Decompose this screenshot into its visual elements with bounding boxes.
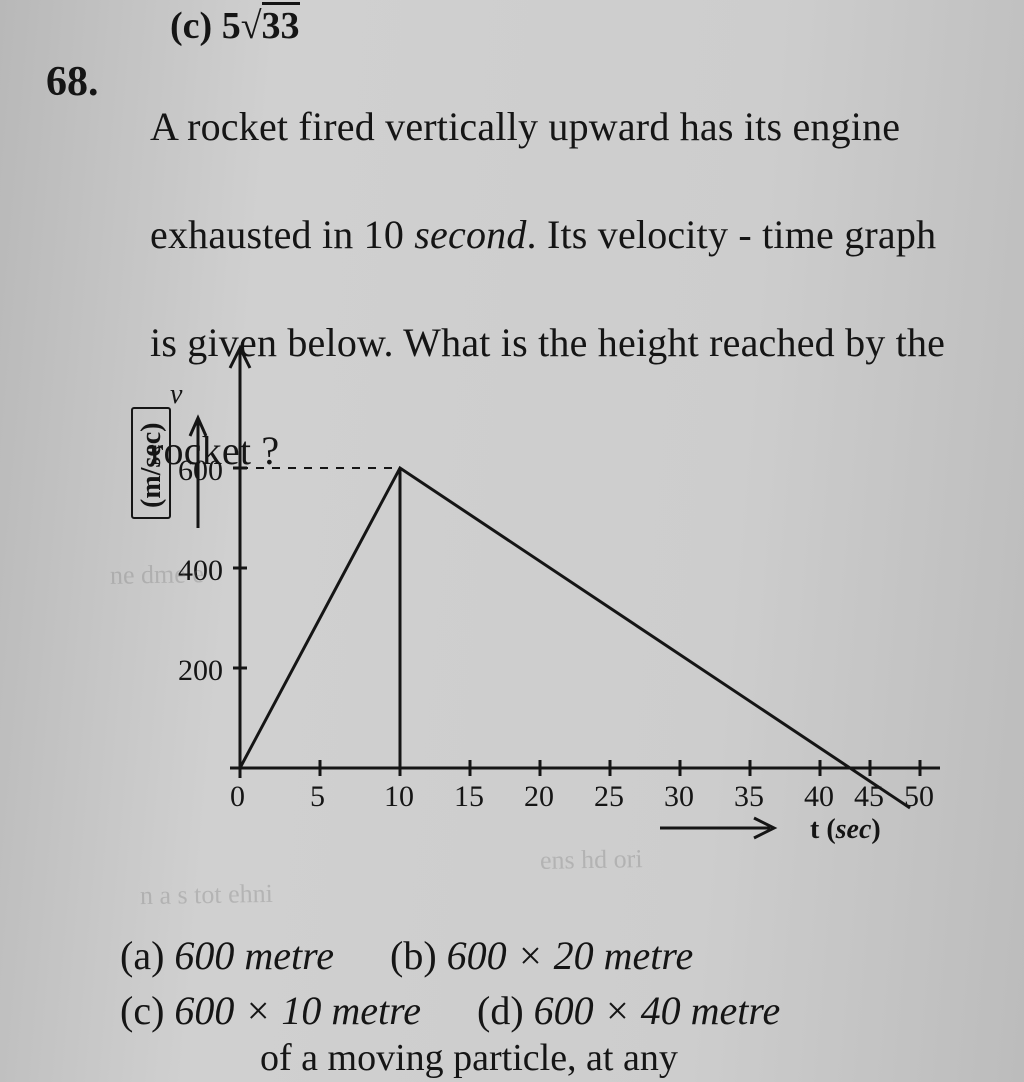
option-b: (b) 600 × 20 metre [390,928,693,983]
grunge-text: ens hd ori [540,844,643,876]
x-axis-label: t (sec) [810,814,881,845]
question-number: 68. [46,58,99,106]
options: (a) 600 metre (b) 600 × 20 metre (c) 600… [120,928,1004,1038]
y-ticks: 600 400 200 [178,454,247,687]
x-tick-10: 10 [384,780,414,813]
prev-option-label: (c) [170,5,212,47]
x-tick-20: 20 [524,780,554,813]
velocity-time-graph: v (m/sec) 600 400 200 0 5 [70,308,950,848]
velocity-line [240,468,910,808]
x-tick-35: 35 [734,780,764,813]
second-italic: second [414,212,526,257]
y-tick-400: 400 [178,554,223,587]
y-tick-200: 200 [178,654,223,687]
option-c: (c) 600 × 10 metre [120,983,421,1038]
x-tick-40: 40 [804,780,834,813]
x-tick-45: 45 [854,780,884,813]
page: (c) 5√33 68. A rocket fired vertically u… [0,0,1024,1082]
y-axis-variable: v [170,379,183,410]
prev-option-c: (c) 5√33 [170,4,300,48]
y-axis-unit-group: (m/sec) [132,408,170,518]
x-tick-15: 15 [454,780,484,813]
x-tick-25: 25 [594,780,624,813]
chart-svg: v (m/sec) 600 400 200 0 5 [70,308,950,848]
y-axis-unit: (m/sec) [136,422,167,508]
prev-option-value: 5√33 [222,5,300,47]
bottom-fragment: of a moving particle, at any [260,1036,678,1080]
option-a: (a) 600 metre [120,928,334,983]
x-tick-30: 30 [664,780,694,813]
q-line-1: A rocket fired vertically upward has its… [150,100,1016,154]
x-tick-5: 5 [310,780,325,813]
y-tick-600: 600 [178,454,223,487]
grunge-text: n a s tot ehni [140,879,273,911]
q-line-2: exhausted in 10 second. Its velocity - t… [150,208,1016,262]
x-tick-0: 0 [230,780,245,813]
option-d: (d) 600 × 40 metre [477,983,780,1038]
